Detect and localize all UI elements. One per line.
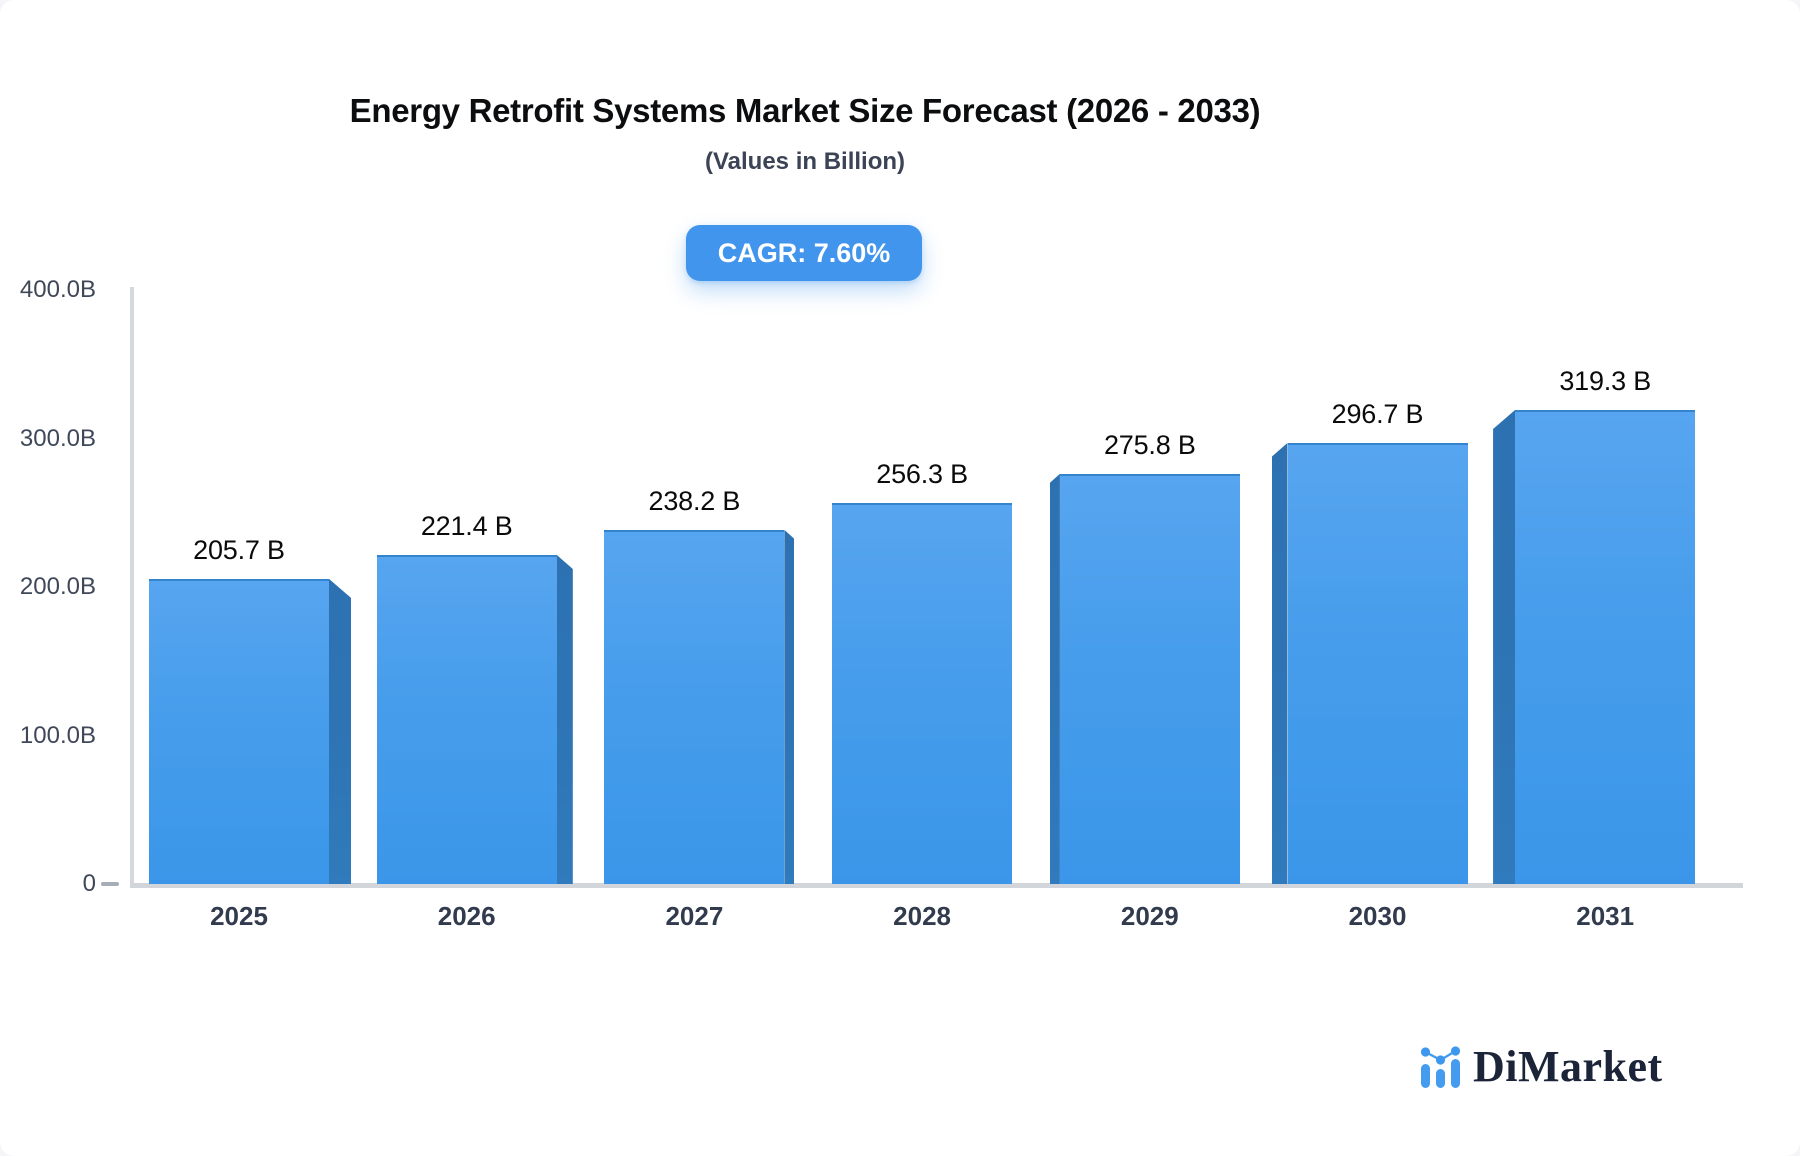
bar-value-label-2031: 319.3 B: [1559, 366, 1652, 396]
x-axis-label-2026: 2026: [437, 901, 496, 931]
bar-2025: [149, 579, 329, 884]
bar-value-label-2026: 221.4 B: [420, 511, 513, 541]
brand-name: DiMarket: [1473, 1042, 1663, 1091]
y-axis-zero-tick: [101, 882, 119, 886]
bar-value-label-2025: 205.7 B: [193, 535, 285, 565]
x-axis-label-2028: 2028: [893, 901, 952, 931]
cagr-badge: CAGR: 7.60%: [686, 225, 922, 281]
bar-2030-side: [1271, 443, 1288, 884]
y-axis-label-300.0B: 300.0B: [19, 424, 96, 452]
bar-value-label-2028: 256.3 B: [876, 459, 968, 489]
bar-2030: [1287, 443, 1468, 884]
x-axis-label-2030: 2030: [1348, 901, 1407, 931]
y-axis-line: [130, 287, 134, 884]
bar-value-label-2030: 296.7 B: [1331, 399, 1424, 429]
bar-2026: [376, 555, 557, 884]
chart-subtitle: (Values in Billion): [704, 148, 906, 175]
bar-2031-side: [1493, 410, 1516, 884]
bar-2026-side: [556, 555, 573, 884]
x-axis-baseline: [130, 883, 1743, 888]
bar-2027: [604, 530, 785, 884]
bar-2027-side: [784, 530, 795, 884]
bar-2029-side: [1049, 474, 1060, 884]
x-axis-label-2031: 2031: [1576, 901, 1635, 931]
bar-2029: [1059, 474, 1240, 884]
bar-value-label-2027: 238.2 B: [648, 486, 741, 516]
x-axis-label-2029: 2029: [1120, 901, 1179, 931]
y-axis-label-0: 0: [82, 870, 96, 897]
bar-value-label-2029: 275.8 B: [1103, 430, 1196, 460]
bar-2025-side: [329, 579, 351, 884]
dimarket-logo-icon: [1420, 1046, 1461, 1088]
x-axis-label-2027: 2027: [665, 901, 724, 931]
y-axis-label-100.0B: 100.0B: [19, 721, 96, 749]
y-axis-label-200.0B: 200.0B: [19, 573, 96, 600]
x-axis-label-2025: 2025: [210, 901, 268, 931]
bar-2031: [1515, 410, 1696, 884]
y-axis-label-400.0B: 400.0B: [19, 276, 96, 303]
bar-2028: [832, 503, 1013, 884]
chart-title: Energy Retrofit Systems Market Size Fore…: [349, 92, 1261, 129]
brand-logo: DiMarket: [1420, 1038, 1663, 1096]
